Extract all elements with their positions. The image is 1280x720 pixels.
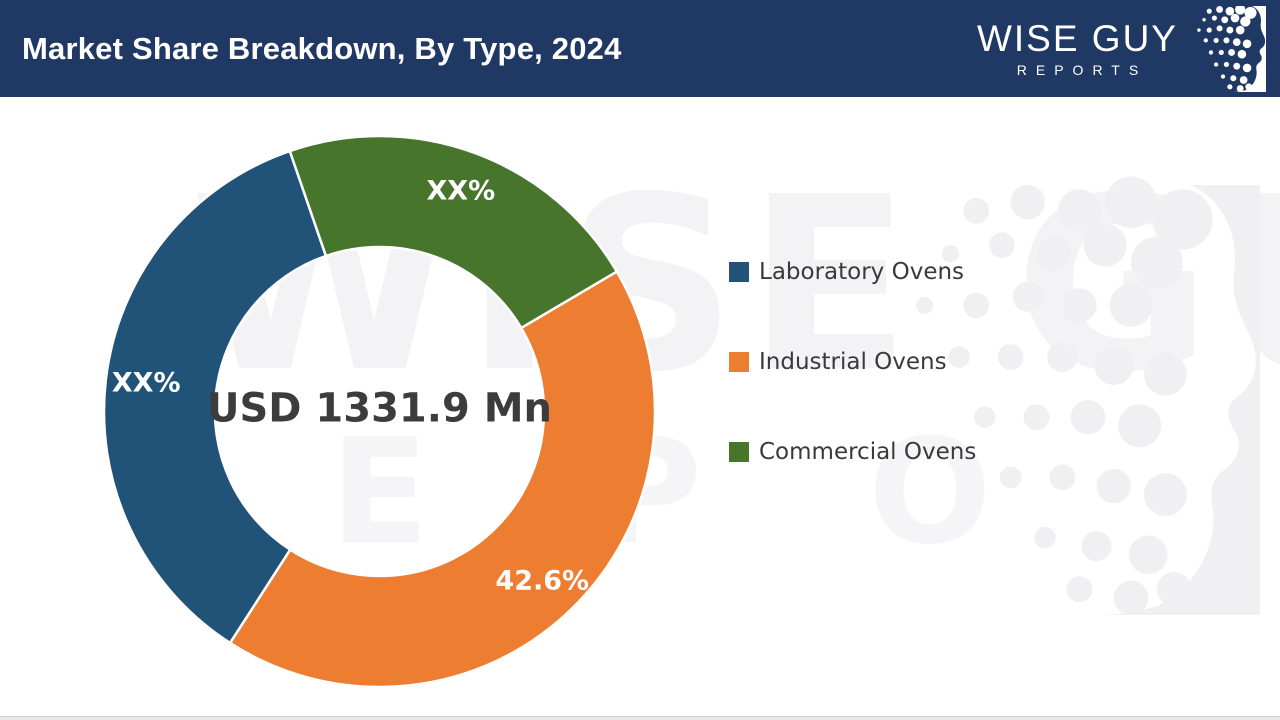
pie-segment-commercial-ovens[interactable] <box>288 134 619 330</box>
chart-legend: Laboratory Ovens Industrial Ovens Commerci… <box>729 259 977 531</box>
bottom-border-line <box>0 716 1280 717</box>
page-title: Market Share Breakdown, By Type, 2024 <box>22 30 622 66</box>
legend-swatch-icon <box>729 352 749 372</box>
legend-label: Laboratory Ovens <box>759 259 965 285</box>
wise-guy-reports-logo: WISE GUY REPORTS <box>977 0 1266 97</box>
legend-item-commercial-ovens[interactable]: Commercial Ovens <box>729 439 977 465</box>
watermark-text-line2: E P O <box>330 408 1050 577</box>
header-bar: Market Share Breakdown, By Type, 2024 WI… <box>0 0 1280 97</box>
logo-face-icon <box>1180 3 1266 92</box>
logo-text: WISE GUY REPORTS <box>977 20 1178 77</box>
legend-label: Commercial Ovens <box>759 439 977 465</box>
pie-segment-laboratory-ovens[interactable] <box>102 149 328 645</box>
slice-label-industrial-ovens: 42.6% <box>495 566 589 597</box>
legend-label: Industrial Ovens <box>759 349 947 375</box>
legend-swatch-icon <box>729 442 749 462</box>
slice-label-laboratory-ovens: XX% <box>112 368 181 399</box>
donut-center-value: USD 1331.9 Mn <box>207 386 552 432</box>
watermark-face-logo <box>830 165 1260 635</box>
legend-swatch-icon <box>729 262 749 282</box>
legend-item-laboratory-ovens[interactable]: Laboratory Ovens <box>729 259 976 285</box>
legend-item-industrial-ovens[interactable]: Industrial Ovens <box>729 349 976 375</box>
pie-segment-industrial-ovens[interactable] <box>228 270 657 689</box>
bottom-border-strip <box>0 717 1280 720</box>
logo-wordmark: WISE GUY <box>976 18 1178 59</box>
logo-subtitle: REPORTS <box>1016 62 1148 78</box>
slice-label-commercial-ovens: XX% <box>426 176 495 207</box>
